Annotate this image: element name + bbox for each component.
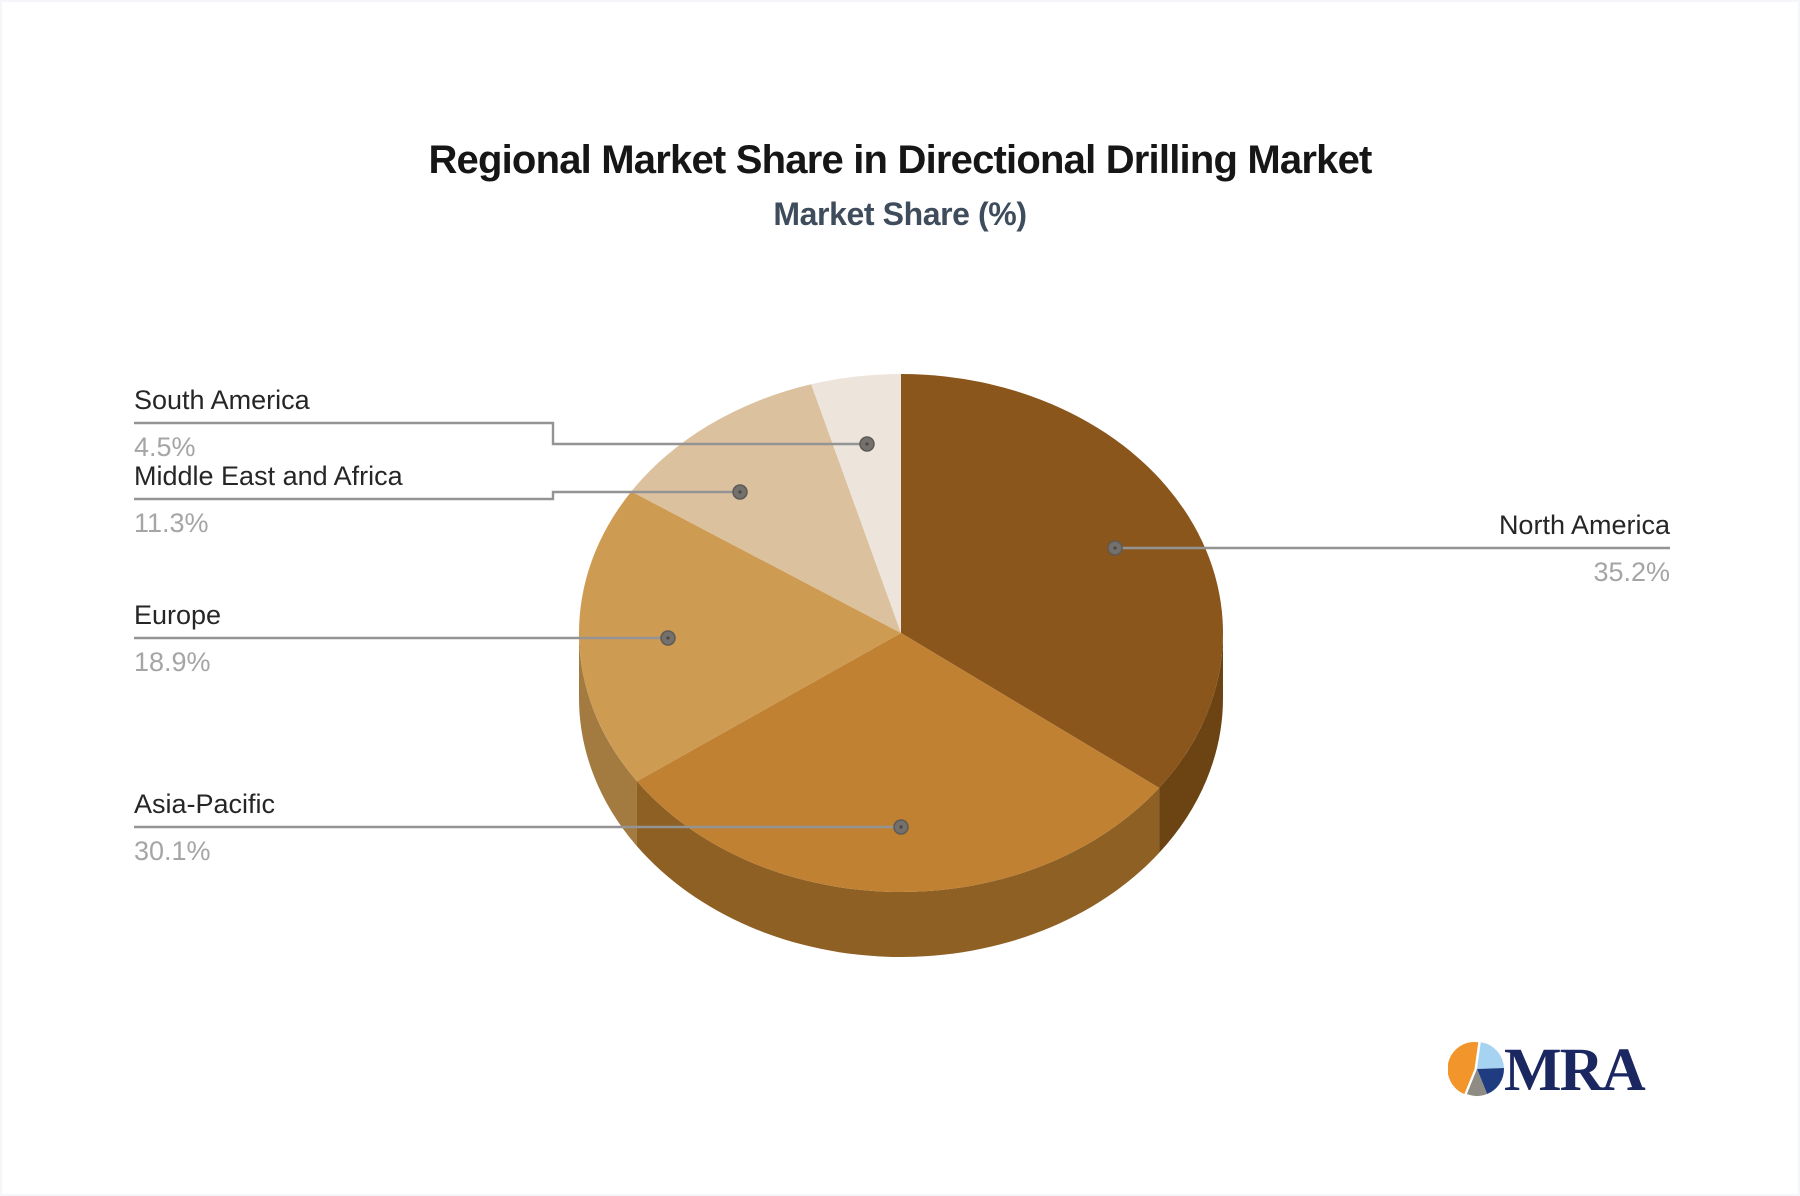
slice-value-europe: 18.9% [134, 647, 211, 677]
pie-slice-north-america[interactable] [901, 374, 1223, 788]
callout-line-middle-east-and-africa [134, 490, 740, 501]
pie-slice-europe[interactable] [579, 491, 901, 782]
chart-subtitle: Market Share (%) [773, 196, 1027, 232]
mra-logo-pie-icon [1448, 1042, 1504, 1096]
slice-label-north-america: North America [1498, 510, 1670, 540]
mra-logo-wedge-orange [1448, 1042, 1479, 1095]
pie-slice-middle-east-and-africa[interactable] [631, 384, 901, 633]
mra-logo-text: MRA [1504, 1036, 1646, 1104]
slice-value-south-america: 4.5% [134, 432, 196, 462]
pie-slice-side-europe [579, 633, 637, 847]
callout-dot-center-asia-pacific [899, 825, 903, 829]
slice-label-middle-east-and-africa: Middle East and Africa [134, 461, 403, 491]
callout-dot-center-south-america [865, 442, 869, 446]
mra-logo: MRA [1448, 1032, 1646, 1108]
callout-dot-center-north-america [1113, 546, 1117, 550]
mra-logo-wedge-navy [1477, 1068, 1504, 1095]
callout-line-south-america [134, 421, 867, 446]
slice-label-europe: Europe [134, 600, 222, 630]
pie-slice-side-north-america [1159, 633, 1223, 853]
pie-slice-south-america[interactable] [811, 374, 901, 633]
slice-value-asia-pacific: 30.1% [134, 836, 211, 866]
slice-value-north-america: 35.2% [1593, 557, 1670, 587]
slice-label-south-america: South America [134, 385, 310, 415]
chart-title: Regional Market Share in Directional Dri… [428, 138, 1372, 182]
pie-slice-side-asia-pacific [636, 781, 1160, 958]
slice-value-middle-east-and-africa: 11.3% [134, 508, 209, 538]
callout-dot-center-middle-east-and-africa [738, 490, 742, 494]
callout-dot-center-europe [666, 636, 670, 640]
mra-logo-wedge-light-blue [1477, 1042, 1504, 1069]
mra-logo-wedge-gray [1466, 1069, 1488, 1096]
slice-label-asia-pacific: Asia-Pacific [134, 789, 276, 819]
